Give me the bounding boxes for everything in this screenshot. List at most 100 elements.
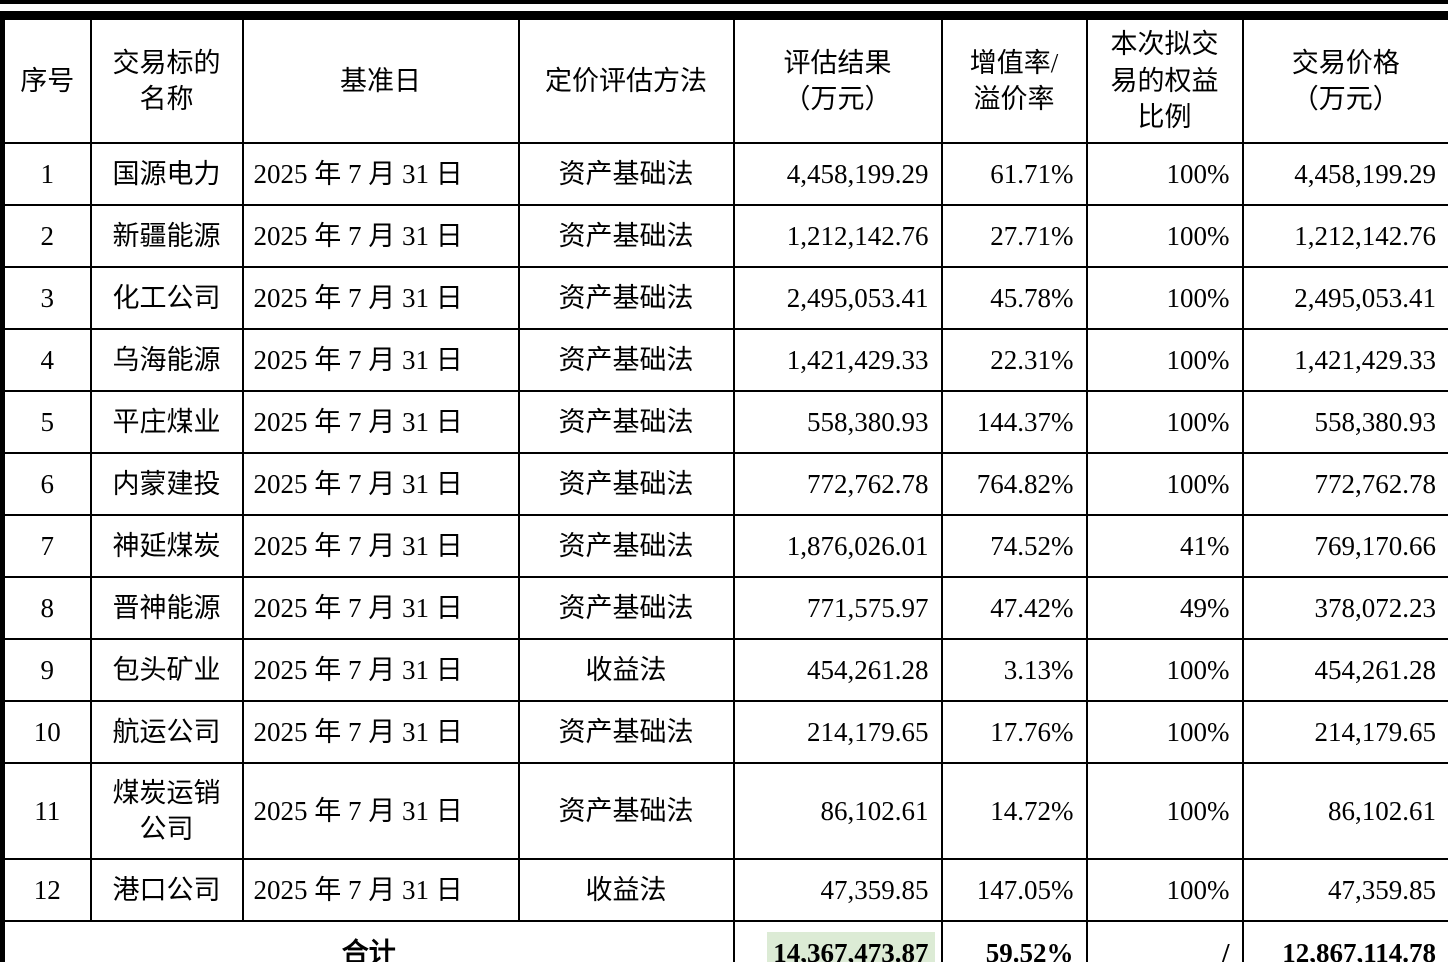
valuation-method: 收益法 [517,858,735,922]
premium-rate: 47.42% [940,576,1088,640]
equity-ratio: 100% [1085,452,1244,516]
valuation-result: 47,359.85 [732,858,943,922]
transaction-price: 86,102.61 [1241,762,1448,860]
valuation-method: 资产基础法 [517,390,735,454]
total-equity-ratio: / [1085,920,1244,962]
base-date: 2025 年 7 月 31 日 [241,204,520,268]
row-index: 4 [1,328,92,392]
equity-ratio: 100% [1085,328,1244,392]
total-row: 合计 14,367,473.87 59.52% / 12,867,114.78 [1,920,1448,962]
target-name: 航运公司 [89,700,244,764]
equity-ratio: 41% [1085,514,1244,578]
target-name: 平庄煤业 [89,390,244,454]
valuation-result: 4,458,199.29 [732,142,943,206]
base-date: 2025 年 7 月 31 日 [241,638,520,702]
header-premium-rate: 增值率/ 溢价率 [940,14,1088,144]
valuation-result: 2,495,053.41 [732,266,943,330]
transaction-price: 454,261.28 [1241,638,1448,702]
valuation-result: 86,102.61 [732,762,943,860]
valuation-method: 收益法 [517,638,735,702]
equity-ratio: 100% [1085,390,1244,454]
target-name: 内蒙建投 [89,452,244,516]
table-row: 12 港口公司 2025 年 7 月 31 日 收益法 47,359.85 14… [1,858,1448,922]
row-index: 7 [1,514,92,578]
header-valuation-method: 定价评估方法 [517,14,735,144]
total-premium-rate: 59.52% [940,920,1088,962]
target-name: 港口公司 [89,858,244,922]
target-name: 神延煤炭 [89,514,244,578]
header-target-name: 交易标的 名称 [89,14,244,144]
premium-rate: 27.71% [940,204,1088,268]
table-row: 11 煤炭运销公司 2025 年 7 月 31 日 资产基础法 86,102.6… [1,762,1448,860]
header-row: 序号 交易标的 名称 基准日 定价评估方法 评估结果 （万元） 增值率/ 溢价率… [1,14,1448,144]
row-index: 5 [1,390,92,454]
row-index: 3 [1,266,92,330]
row-index: 9 [1,638,92,702]
transaction-price: 769,170.66 [1241,514,1448,578]
premium-rate: 764.82% [940,452,1088,516]
transaction-price: 214,179.65 [1241,700,1448,764]
header-no: 序号 [1,14,92,144]
table-body: 1 国源电力 2025 年 7 月 31 日 资产基础法 4,458,199.2… [1,142,1448,922]
valuation-result: 1,876,026.01 [732,514,943,578]
transaction-price: 4,458,199.29 [1241,142,1448,206]
table-row: 10 航运公司 2025 年 7 月 31 日 资产基础法 214,179.65… [1,700,1448,764]
equity-ratio: 100% [1085,204,1244,268]
valuation-result: 1,212,142.76 [732,204,943,268]
valuation-table: 序号 交易标的 名称 基准日 定价评估方法 评估结果 （万元） 增值率/ 溢价率… [0,11,1448,962]
equity-ratio: 49% [1085,576,1244,640]
target-name: 化工公司 [89,266,244,330]
base-date: 2025 年 7 月 31 日 [241,328,520,392]
premium-rate: 45.78% [940,266,1088,330]
transaction-price: 1,421,429.33 [1241,328,1448,392]
valuation-method: 资产基础法 [517,266,735,330]
valuation-method: 资产基础法 [517,762,735,860]
row-index: 10 [1,700,92,764]
table-row: 2 新疆能源 2025 年 7 月 31 日 资产基础法 1,212,142.7… [1,204,1448,268]
valuation-result: 1,421,429.33 [732,328,943,392]
target-name: 乌海能源 [89,328,244,392]
valuation-result: 214,179.65 [732,700,943,764]
header-valuation-result: 评估结果 （万元） [732,14,943,144]
valuation-method: 资产基础法 [517,514,735,578]
transaction-price: 2,495,053.41 [1241,266,1448,330]
row-index: 8 [1,576,92,640]
table-row: 7 神延煤炭 2025 年 7 月 31 日 资产基础法 1,876,026.0… [1,514,1448,578]
base-date: 2025 年 7 月 31 日 [241,514,520,578]
row-index: 11 [1,762,92,860]
equity-ratio: 100% [1085,142,1244,206]
table-row: 5 平庄煤业 2025 年 7 月 31 日 资产基础法 558,380.93 … [1,390,1448,454]
highlighted-total: 14,367,473.87 [767,931,935,962]
target-name: 新疆能源 [89,204,244,268]
row-index: 6 [1,452,92,516]
premium-rate: 61.71% [940,142,1088,206]
valuation-result: 772,762.78 [732,452,943,516]
table-row: 1 国源电力 2025 年 7 月 31 日 资产基础法 4,458,199.2… [1,142,1448,206]
premium-rate: 17.76% [940,700,1088,764]
clipped-top-border [0,0,1448,4]
table-footer: 合计 14,367,473.87 59.52% / 12,867,114.78 [1,920,1448,962]
transaction-price: 1,212,142.76 [1241,204,1448,268]
header-equity-ratio: 本次拟交 易的权益 比例 [1085,14,1244,144]
table-header: 序号 交易标的 名称 基准日 定价评估方法 评估结果 （万元） 增值率/ 溢价率… [1,14,1448,144]
equity-ratio: 100% [1085,266,1244,330]
premium-rate: 3.13% [940,638,1088,702]
valuation-method: 资产基础法 [517,576,735,640]
equity-ratio: 100% [1085,700,1244,764]
premium-rate: 14.72% [940,762,1088,860]
total-label: 合计 [1,920,735,962]
table-row: 4 乌海能源 2025 年 7 月 31 日 资产基础法 1,421,429.3… [1,328,1448,392]
equity-ratio: 100% [1085,638,1244,702]
base-date: 2025 年 7 月 31 日 [241,142,520,206]
premium-rate: 22.31% [940,328,1088,392]
equity-ratio: 100% [1085,762,1244,860]
base-date: 2025 年 7 月 31 日 [241,576,520,640]
transaction-price: 558,380.93 [1241,390,1448,454]
transaction-price: 378,072.23 [1241,576,1448,640]
table-row: 6 内蒙建投 2025 年 7 月 31 日 资产基础法 772,762.78 … [1,452,1448,516]
table-row: 9 包头矿业 2025 年 7 月 31 日 收益法 454,261.28 3.… [1,638,1448,702]
header-base-date: 基准日 [241,14,520,144]
valuation-method: 资产基础法 [517,700,735,764]
row-index: 1 [1,142,92,206]
